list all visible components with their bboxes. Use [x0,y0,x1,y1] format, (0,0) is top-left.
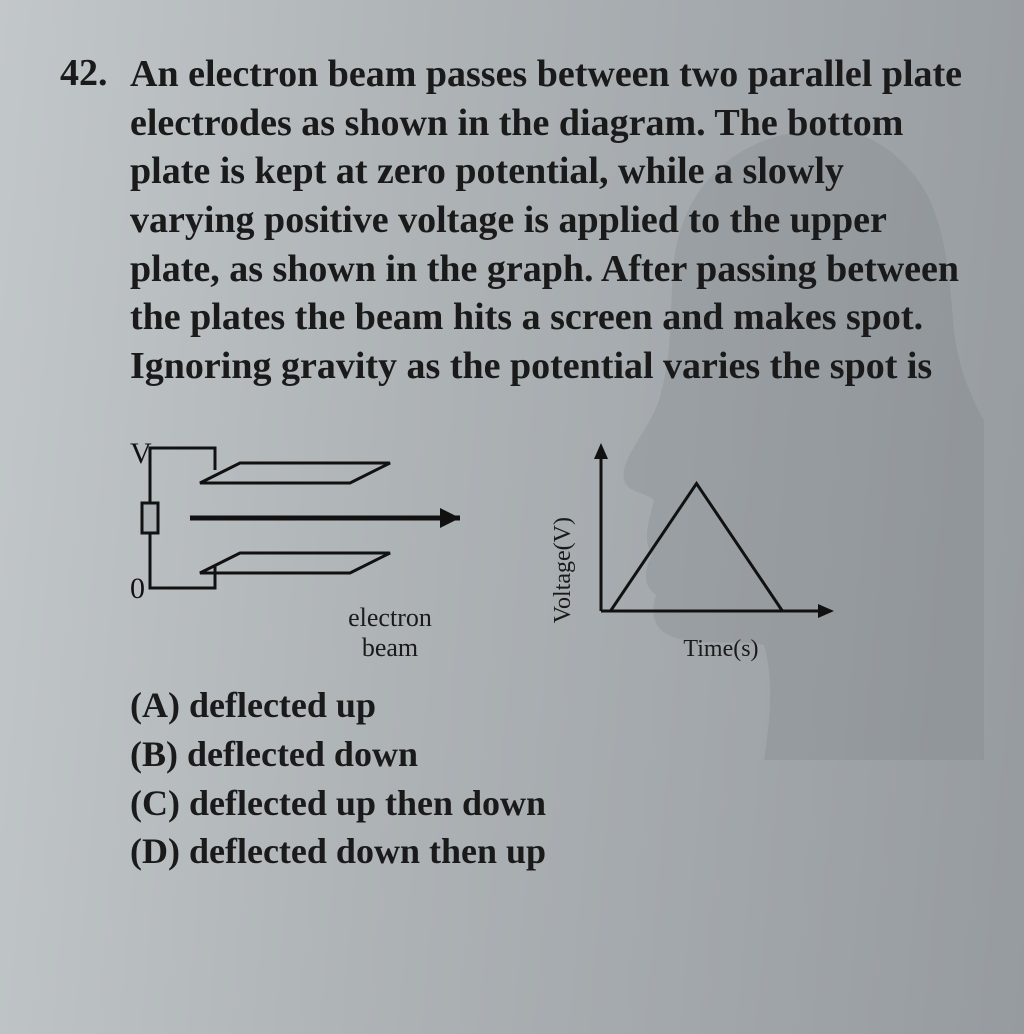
question-text: An electron beam passes between two para… [130,50,964,390]
electrode-bottom-label: 0 [130,572,145,605]
option-text: deflected up [189,685,376,725]
option-text: deflected down then up [189,831,546,871]
option-c[interactable]: (C) deflected up then down [130,779,964,828]
options-list: (A) deflected up (B) deflected down (C) … [130,681,964,875]
electrode-diagram: V 0 electronbeam [130,408,510,663]
voltage-graph-svg [581,441,841,631]
graph-ylabel: Voltage(V) [550,517,577,623]
option-letter: (A) [130,681,180,730]
option-d[interactable]: (D) deflected down then up [130,827,964,876]
page: 42. An electron beam passes between two … [0,0,1024,1034]
voltage-time-graph: Voltage(V) Time(s) [550,441,841,663]
option-text: deflected down [187,734,418,774]
electrode-top-label: V [130,437,152,470]
option-b[interactable]: (B) deflected down [130,730,964,779]
option-letter: (B) [130,730,178,779]
option-a[interactable]: (A) deflected up [130,681,964,730]
graph-xlabel: Time(s) [601,636,841,663]
option-text: deflected up then down [189,783,546,823]
option-letter: (D) [130,827,180,876]
figure-row: V 0 electronbeam Voltage(V) [130,408,964,663]
question-block: 42. An electron beam passes between two … [60,50,964,390]
question-number: 42. [60,50,130,98]
option-letter: (C) [130,779,180,828]
